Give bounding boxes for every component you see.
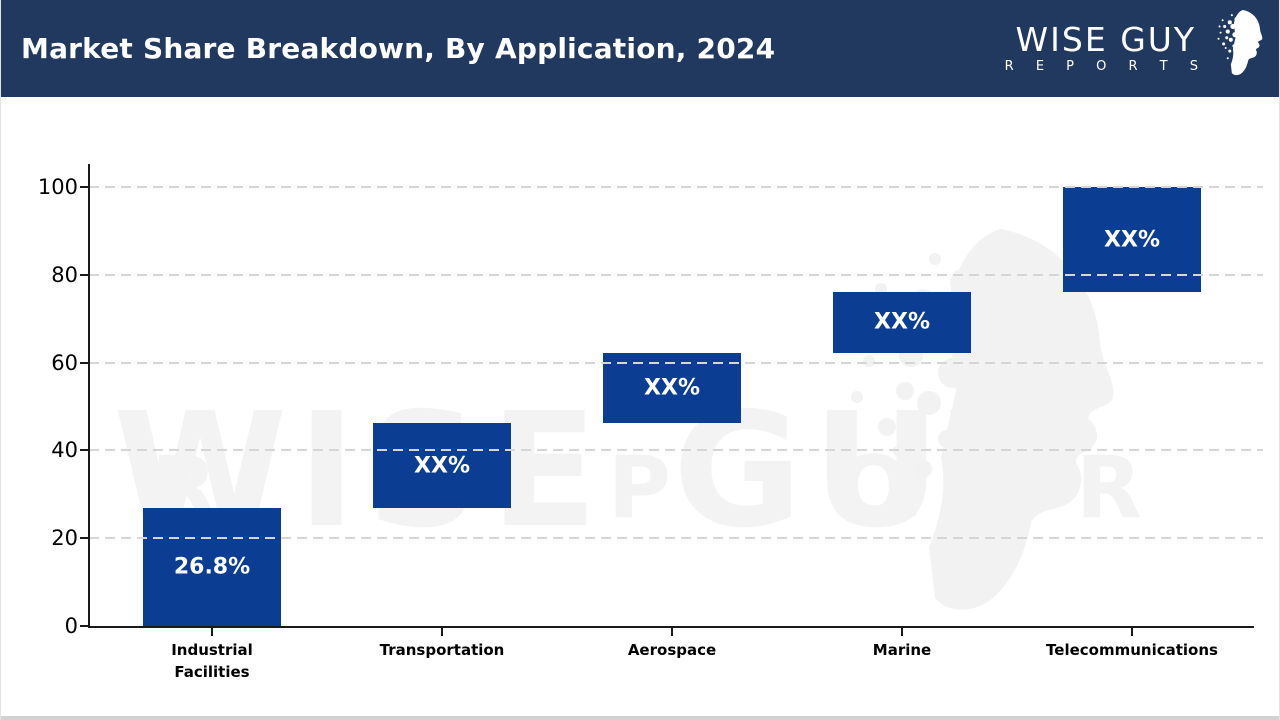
bar-aerospace bbox=[603, 352, 741, 424]
grid-line-y100 bbox=[89, 186, 1263, 188]
page-title: Market Share Breakdown, By Application, … bbox=[21, 32, 776, 65]
x-tick-mark bbox=[441, 628, 443, 636]
header: Market Share Breakdown, By Application, … bbox=[1, 0, 1279, 97]
y-tick-label: 40 bbox=[51, 438, 78, 463]
y-tick-label: 0 bbox=[64, 614, 78, 638]
y-tick-label: 80 bbox=[51, 262, 78, 287]
bar-value-label: XX% bbox=[874, 309, 930, 335]
bar-value-label: XX% bbox=[1104, 227, 1160, 253]
x-tick-mark bbox=[211, 628, 213, 636]
y-tick-label: 20 bbox=[51, 526, 78, 551]
logo-subtext: R E P O R T S bbox=[1004, 58, 1207, 74]
y-tick-label: 100 bbox=[37, 175, 78, 199]
y-tick-mark bbox=[80, 273, 88, 276]
logo-text: WISE GUY R E P O R T S bbox=[1005, 23, 1207, 74]
y-tick-mark bbox=[80, 625, 88, 627]
logo-wordmark: WISE GUY bbox=[1015, 20, 1197, 60]
x-axis-category-label: Transportation bbox=[379, 641, 505, 659]
bar-value-label: 26.8% bbox=[173, 554, 251, 580]
watermark-subtext: R E P O R T S bbox=[151, 438, 1279, 538]
grid-line-y80 bbox=[89, 273, 1263, 276]
x-tick-mark bbox=[1131, 628, 1133, 636]
bar-marine bbox=[833, 292, 971, 353]
bar-value-label: XX% bbox=[414, 453, 470, 479]
footer-strip bbox=[1, 716, 1279, 720]
y-tick-mark bbox=[80, 449, 88, 452]
x-axis-category-label: Industrial Facilities bbox=[171, 641, 253, 681]
x-tick-mark bbox=[671, 628, 673, 636]
grid-line-y40 bbox=[89, 449, 1263, 452]
x-axis-category-label: Telecommunications bbox=[1046, 641, 1218, 659]
grid-line-y60 bbox=[89, 361, 1263, 364]
y-tick-label: 60 bbox=[51, 350, 78, 375]
y-axis-line bbox=[88, 164, 90, 628]
wise-guy-reports-logo: WISE GUY R E P O R T S bbox=[1005, 8, 1267, 90]
logo-face-icon bbox=[1209, 8, 1267, 90]
x-tick-mark bbox=[901, 628, 903, 636]
grid-line-y20 bbox=[89, 537, 1263, 540]
x-axis-line bbox=[88, 626, 1254, 628]
y-tick-mark bbox=[80, 537, 88, 540]
bar-value-label: XX% bbox=[644, 375, 700, 401]
x-axis-category-label: Marine bbox=[872, 641, 932, 659]
y-tick-mark bbox=[80, 186, 88, 188]
x-axis-category-label: Aerospace bbox=[627, 641, 717, 659]
bar-transportation bbox=[373, 423, 511, 509]
y-tick-mark bbox=[80, 361, 88, 364]
chart-area: WISE GUY R E P O R T S 02040608010026.8%… bbox=[1, 97, 1279, 717]
bar-industrial-facilities bbox=[143, 508, 281, 626]
